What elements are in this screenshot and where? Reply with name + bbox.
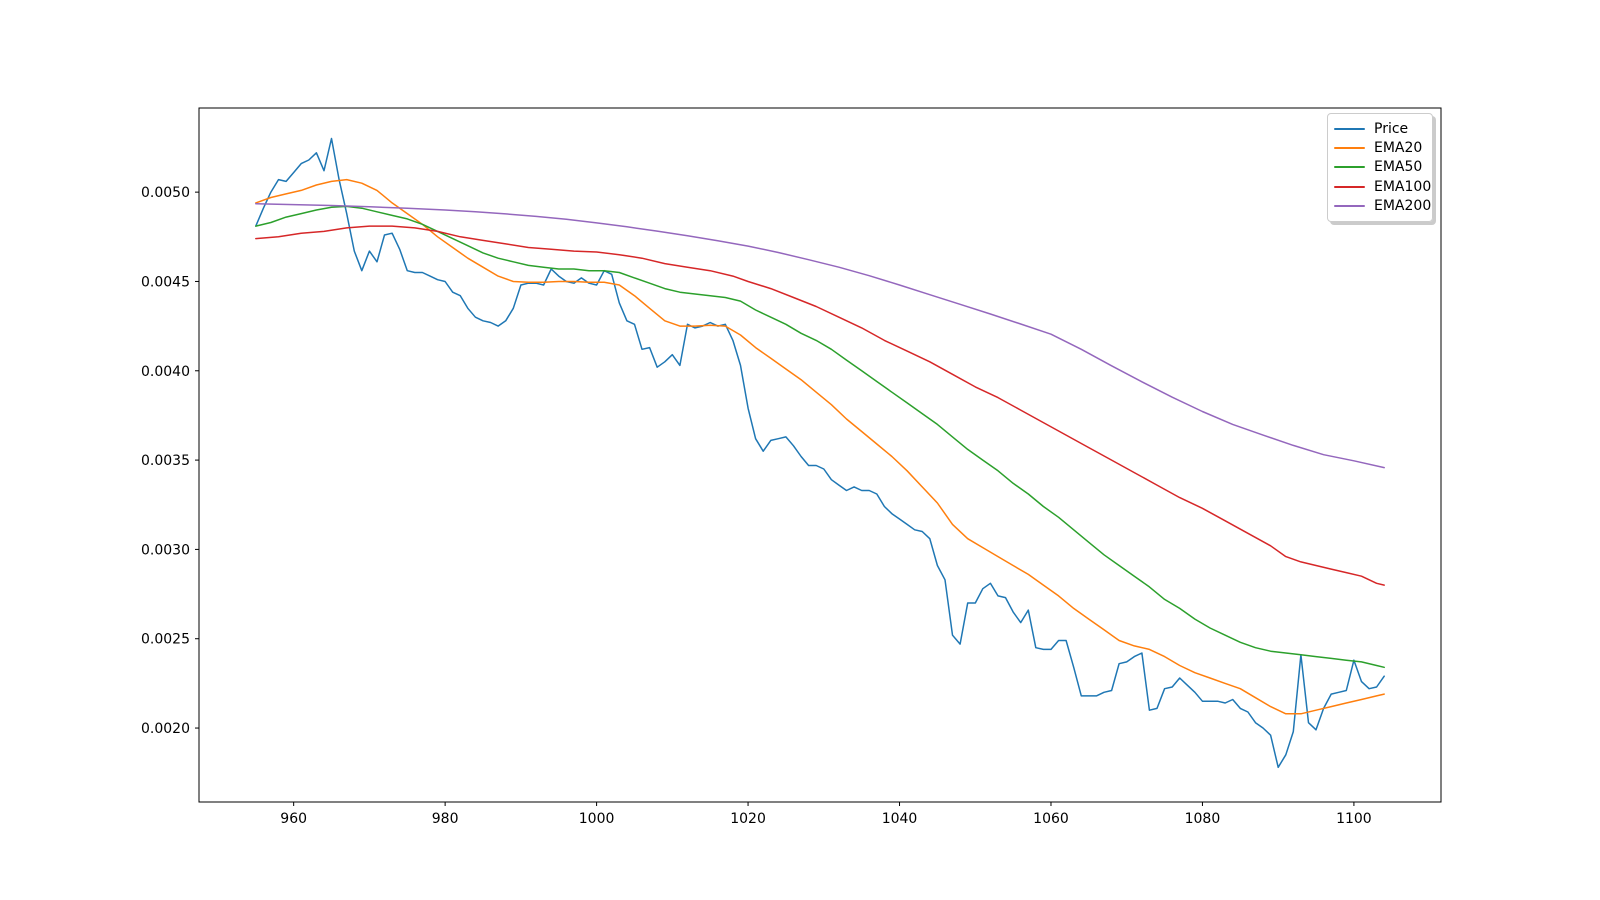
x-tick-label: 1040 <box>882 811 918 827</box>
legend-item-ema100: EMA100 <box>1333 177 1431 196</box>
x-tick-label: 1000 <box>579 811 615 827</box>
y-tick-label: 0.0025 <box>141 632 190 648</box>
x-tick-label: 1020 <box>730 811 766 827</box>
line-ema200 <box>255 202 1385 469</box>
legend-item-price: Price <box>1333 119 1425 138</box>
legend-line-swatch-price <box>1334 127 1365 130</box>
y-tick-label: 0.0035 <box>141 453 190 469</box>
y-tick-label: 0.0040 <box>141 364 190 380</box>
line-ema50 <box>255 205 1385 669</box>
x-tick-label: 980 <box>432 811 459 827</box>
line-ema100 <box>255 225 1385 586</box>
legend-line-swatch-ema200 <box>1334 205 1365 208</box>
x-tick-label: 1080 <box>1185 811 1221 827</box>
legend-box: Price EMA20 EMA50 EMA100 EMA200 <box>1327 113 1433 222</box>
legend-line-swatch-ema20 <box>1334 147 1365 150</box>
x-tick-label: 960 <box>280 811 307 827</box>
x-tick-label: 1060 <box>1033 811 1069 827</box>
legend-label-ema200: EMA200 <box>1374 198 1432 215</box>
x-tick-label: 1100 <box>1336 811 1372 827</box>
legend-item-ema20: EMA20 <box>1333 139 1425 158</box>
legend-item-ema50: EMA50 <box>1333 158 1425 177</box>
x-axis: 960 980 1000 1020 1040 1060 1080 1100 <box>280 802 1372 827</box>
y-tick-label: 0.0050 <box>141 185 190 201</box>
axes-frame <box>198 107 1442 803</box>
legend-label-ema20: EMA20 <box>1374 140 1423 157</box>
line-price <box>255 137 1385 769</box>
y-tick-label: 0.0020 <box>141 721 190 737</box>
legend-line-swatch-ema100 <box>1334 185 1365 188</box>
line-ema20 <box>255 178 1385 715</box>
legend-item-ema200: EMA200 <box>1333 197 1431 216</box>
legend-label-price: Price <box>1374 120 1409 137</box>
legend-label-ema100: EMA100 <box>1374 178 1432 195</box>
legend-label-ema50: EMA50 <box>1374 159 1423 176</box>
y-tick-label: 0.0030 <box>141 542 190 558</box>
legend-line-swatch-ema50 <box>1334 166 1365 169</box>
y-tick-label: 0.0045 <box>141 274 190 290</box>
y-axis: 0.0020 0.0025 0.0030 0.0035 0.0040 0.0045 0.00… <box>141 185 199 737</box>
